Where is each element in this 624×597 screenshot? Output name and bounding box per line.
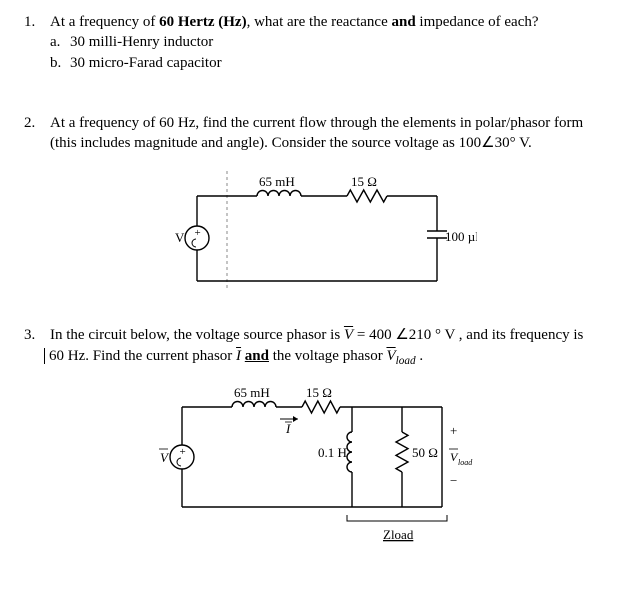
svg-text:100 µF: 100 µF xyxy=(445,229,477,244)
svg-text:−: − xyxy=(450,473,457,488)
q3-text1: In the circuit below, the voltage source… xyxy=(50,325,583,345)
svg-text:0.1 H: 0.1 H xyxy=(318,445,347,460)
problem-1: 1. At a frequency of 60 Hertz (Hz), what… xyxy=(24,12,600,73)
q2-line2: (this includes magnitude and angle). Con… xyxy=(24,133,600,153)
q1-mid: , what are the reactance xyxy=(247,14,392,30)
svg-text:65 mH: 65 mH xyxy=(259,174,295,189)
q3-V: V xyxy=(344,327,353,343)
q1-post: impedance of each? xyxy=(416,14,539,30)
q1-freq: 60 Hertz (Hz) xyxy=(159,14,246,30)
q3-pre2: 60 Hz. Find the current phasor xyxy=(49,348,236,364)
q2-text1: At a frequency of 60 Hz, find the curren… xyxy=(50,113,583,133)
q3-Vload: V xyxy=(386,348,395,364)
svg-text:65 mH: 65 mH xyxy=(234,385,270,400)
q3-pre: In the circuit below, the voltage source… xyxy=(50,327,344,343)
svg-text:50 Ω: 50 Ω xyxy=(412,445,438,460)
svg-text:+: + xyxy=(180,446,186,458)
q3-number: 3. xyxy=(24,325,50,345)
svg-text:Zload: Zload xyxy=(383,527,414,542)
q2-circuit: + V 65 mH 15 Ω 100 µF xyxy=(24,161,600,301)
q3-text2: 60 Hz. Find the current phasor I and the… xyxy=(50,346,429,369)
q1-a-text: 30 milli-Henry inductor xyxy=(70,32,213,52)
q3-line2: 60 Hz. Find the current phasor I and the… xyxy=(24,346,600,369)
q1-a: a. 30 milli-Henry inductor xyxy=(50,32,600,52)
q3-mid2: the voltage phasor xyxy=(269,348,386,364)
q3-period: . xyxy=(416,348,424,364)
svg-text:15 Ω: 15 Ω xyxy=(306,385,332,400)
q3-line1: 3. In the circuit below, the voltage sou… xyxy=(24,325,600,345)
q1-text: At a frequency of 60 Hertz (Hz), what ar… xyxy=(50,12,539,32)
q1-and: and xyxy=(391,14,415,30)
q3-I: I xyxy=(236,348,241,364)
q2-text2: (this includes magnitude and angle). Con… xyxy=(50,133,532,153)
circuit-3-svg: +VI65 mH15 Ω0.1 H50 Ω+Vload−Zload xyxy=(142,377,482,547)
circuit-2-svg: + V 65 mH 15 Ω 100 µF xyxy=(147,161,477,301)
q3-and: and xyxy=(245,348,269,364)
svg-text:+: + xyxy=(450,423,457,438)
q1-b-text: 30 micro-Farad capacitor xyxy=(70,53,222,73)
q2-indent xyxy=(24,133,50,153)
problem-3: 3. In the circuit below, the voltage sou… xyxy=(24,325,600,546)
svg-text:+: + xyxy=(195,227,201,239)
svg-text:I: I xyxy=(285,421,291,436)
svg-text:V: V xyxy=(175,230,185,245)
svg-text:V: V xyxy=(160,450,170,465)
svg-text:15 Ω: 15 Ω xyxy=(351,174,377,189)
q1-b-num: b. xyxy=(50,53,70,73)
q3-left-bar: 60 Hz. Find the current phasor I and the… xyxy=(44,348,423,364)
q3-load-sub: load xyxy=(396,355,416,367)
svg-text:load: load xyxy=(458,458,473,467)
q1-a-num: a. xyxy=(50,32,70,52)
q1-pre: At a frequency of xyxy=(50,14,159,30)
problem-1-line: 1. At a frequency of 60 Hertz (Hz), what… xyxy=(24,12,600,32)
q2-line1: 2. At a frequency of 60 Hz, find the cur… xyxy=(24,113,600,133)
problem-2: 2. At a frequency of 60 Hz, find the cur… xyxy=(24,113,600,302)
q1-number: 1. xyxy=(24,12,50,32)
q3-circuit: +VI65 mH15 Ω0.1 H50 Ω+Vload−Zload xyxy=(24,377,600,547)
q3-eq: = 400 ∠210 ° V , and its frequency is xyxy=(353,327,583,343)
q2-number: 2. xyxy=(24,113,50,133)
q1-b: b. 30 micro-Farad capacitor xyxy=(50,53,600,73)
